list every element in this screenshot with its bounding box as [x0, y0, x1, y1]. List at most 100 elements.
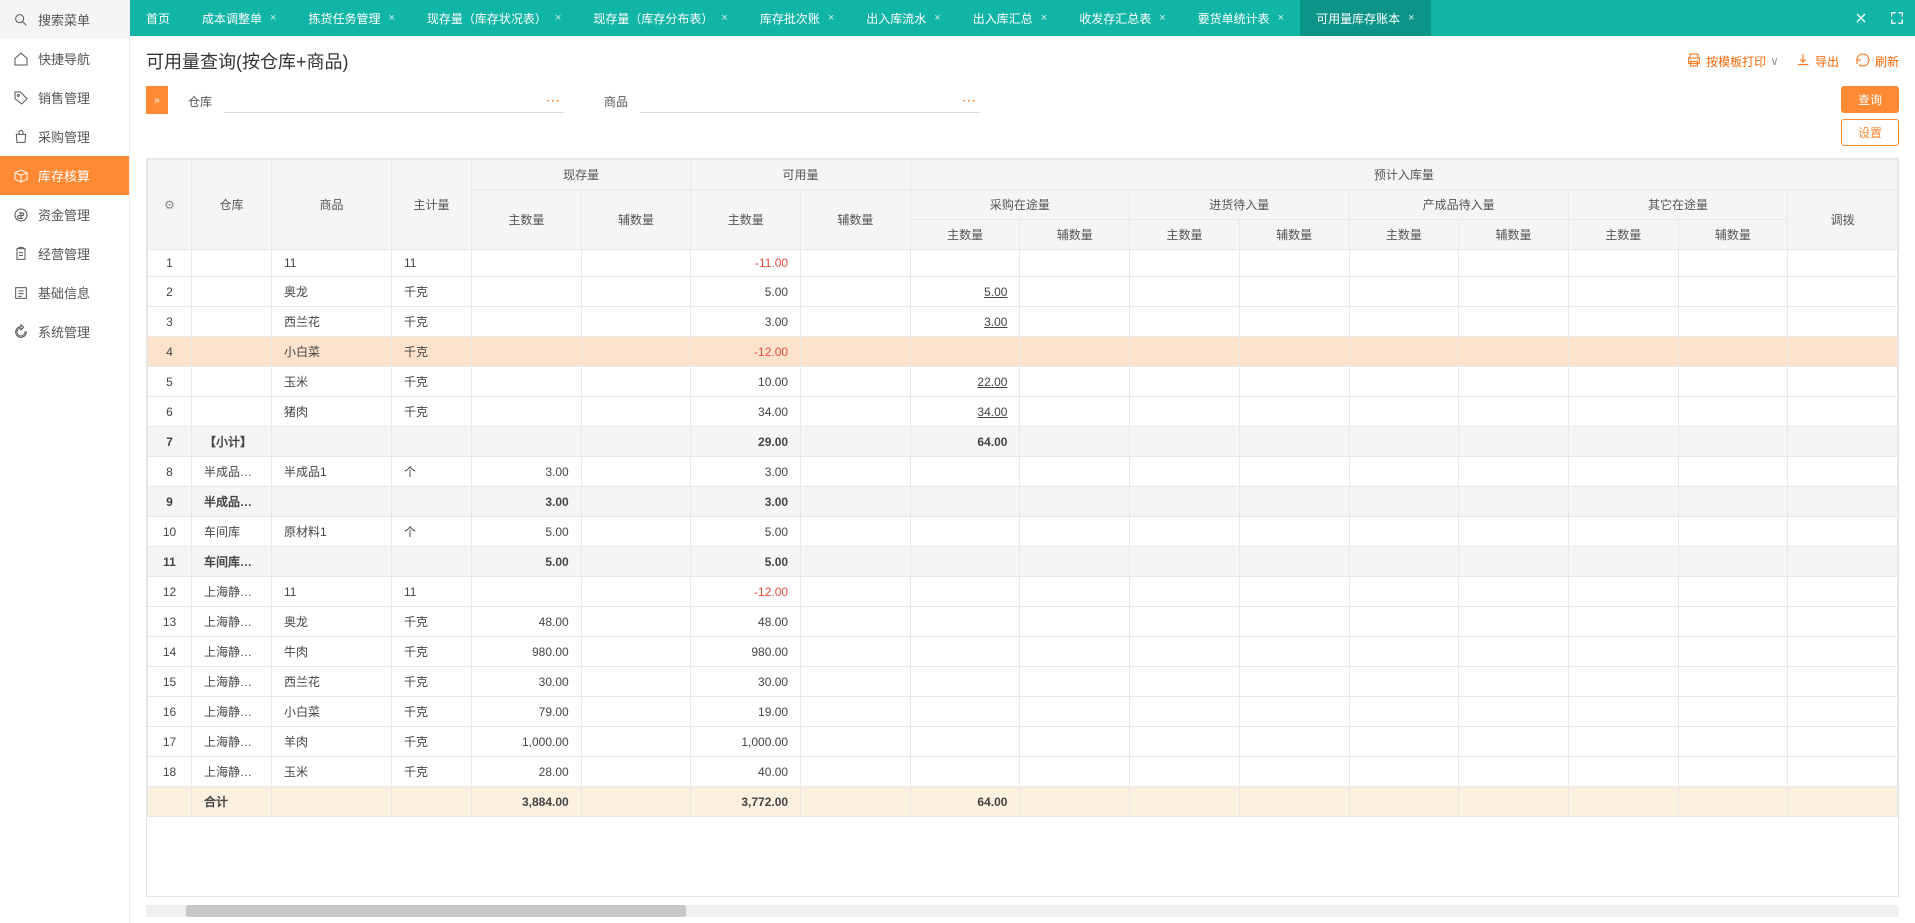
warehouse-filter-label: 仓库: [188, 93, 212, 110]
close-icon[interactable]: ×: [270, 12, 276, 24]
table-row[interactable]: 17 上海静安仓 羊肉 千克 1,000.00 1,000.00: [148, 727, 1898, 757]
warehouse-filter-input[interactable]: [224, 90, 564, 113]
tab-close-all-icon[interactable]: [1843, 0, 1879, 36]
close-icon[interactable]: ×: [1278, 12, 1284, 24]
print-button[interactable]: 按模板打印 ∨: [1686, 52, 1779, 71]
sidebar-item[interactable]: 基础信息: [0, 273, 129, 312]
col-available-group: 可用量: [691, 160, 910, 190]
refresh-icon: [1855, 52, 1871, 71]
tab-label: 成本调整单: [202, 10, 262, 27]
table-row[interactable]: 9 半成品仓库... 3.00 3.00: [148, 487, 1898, 517]
sidebar-item-label: 销售管理: [38, 88, 90, 107]
tab[interactable]: 库存批次账×: [744, 0, 850, 36]
tab[interactable]: 收发存汇总表 ×: [1063, 0, 1181, 36]
clipboard-icon: [12, 245, 30, 263]
tab-label: 拣货任务管理: [308, 10, 380, 27]
refresh-button[interactable]: 刷新: [1855, 52, 1899, 71]
tab[interactable]: 现存量（库存状况表）×: [411, 0, 577, 36]
data-table: ⚙ 仓库 商品 主计量 现存量 可用量 预计入库量 主数量 辅数量 主数量 辅数…: [146, 158, 1899, 897]
table-row[interactable]: 10 车间库 原材料1 个 5.00 5.00: [148, 517, 1898, 547]
table-row[interactable]: 1 11 11 -11.00: [148, 250, 1898, 277]
table-row[interactable]: 13 上海静安仓 奥龙 千克 48.00 48.00: [148, 607, 1898, 637]
chevron-down-icon: ∨: [1770, 54, 1779, 68]
tab[interactable]: 可用量库存账本 ×: [1300, 0, 1430, 36]
table-row[interactable]: 6 猪肉 千克 34.00 34.00: [148, 397, 1898, 427]
table-row[interactable]: 3 西兰花 千克 3.00 3.00: [148, 307, 1898, 337]
tab-label: 出入库汇总: [973, 10, 1033, 27]
tab-label: 收发存汇总表: [1079, 10, 1151, 27]
tab[interactable]: 首页: [130, 0, 186, 36]
col-product: 商品: [272, 160, 392, 250]
tab[interactable]: 拣货任务管理 ×: [292, 0, 410, 36]
tab[interactable]: 现存量（库存分布表）×: [577, 0, 743, 36]
horizontal-scrollbar[interactable]: [146, 905, 1899, 917]
print-icon: [1686, 52, 1702, 71]
sidebar-item[interactable]: 采购管理: [0, 117, 129, 156]
sidebar-item-label: 基础信息: [38, 283, 90, 302]
table-row[interactable]: 4 小白菜 千克 -12.00: [148, 337, 1898, 367]
col-warehouse: 仓库: [192, 160, 272, 250]
box-icon: [12, 167, 30, 185]
fullscreen-icon[interactable]: [1879, 0, 1915, 36]
product-filter-label: 商品: [604, 93, 628, 110]
product-filter-input[interactable]: [640, 90, 980, 113]
sidebar-item-label: 采购管理: [38, 127, 90, 146]
page-header: 可用量查询(按仓库+商品) 按模板打印 ∨ 导出 刷新: [130, 36, 1915, 86]
table-row[interactable]: 2 奥龙 千克 5.00 5.00: [148, 277, 1898, 307]
close-icon[interactable]: ×: [1159, 12, 1165, 24]
table-row[interactable]: 16 上海静安仓 小白菜 千克 79.00 19.00: [148, 697, 1898, 727]
table-row[interactable]: 14 上海静安仓 牛肉 千克 980.00 980.00: [148, 637, 1898, 667]
table-row[interactable]: 5 玉米 千克 10.00 22.00: [148, 367, 1898, 397]
filter-collapse-toggle[interactable]: »: [146, 86, 168, 114]
close-icon[interactable]: ×: [934, 12, 940, 24]
loop-icon: [12, 323, 30, 341]
sidebar-item[interactable]: 资金管理: [0, 195, 129, 234]
tab[interactable]: 成本调整单 ×: [186, 0, 292, 36]
home-icon: [12, 50, 30, 68]
sidebar-item-label: 库存核算: [38, 166, 90, 185]
close-icon[interactable]: ×: [388, 12, 394, 24]
close-icon[interactable]: ×: [555, 12, 561, 24]
tab-bar: 首页成本调整单×拣货任务管理×现存量（库存状况表）×现存量（库存分布表）×库存批…: [130, 0, 1915, 36]
close-icon[interactable]: ×: [721, 12, 727, 24]
tab-label: 要货单统计表: [1198, 10, 1270, 27]
sidebar-item-label: 资金管理: [38, 205, 90, 224]
col-stock-group: 现存量: [472, 160, 691, 190]
table-row[interactable]: 12 上海静安仓 11 11 -12.00: [148, 577, 1898, 607]
warehouse-more-icon[interactable]: ⋯: [546, 92, 560, 109]
sidebar-item-label: 快捷导航: [38, 49, 90, 68]
sidebar-item-label: 搜索菜单: [38, 10, 90, 29]
sidebar-item[interactable]: 销售管理: [0, 78, 129, 117]
info-icon: [12, 284, 30, 302]
tab[interactable]: 出入库流水 ×: [850, 0, 956, 36]
sidebar-item[interactable]: 系统管理: [0, 312, 129, 351]
query-button[interactable]: 查询: [1841, 86, 1899, 113]
page-title: 可用量查询(按仓库+商品): [146, 48, 1686, 74]
table-row[interactable]: 8 半成品仓库 半成品1 个 3.00 3.00: [148, 457, 1898, 487]
tab-label: 可用量库存账本: [1316, 10, 1400, 27]
tag-icon: [12, 89, 30, 107]
filter-bar: » 仓库 ⋯ 商品 ⋯ 查询: [146, 86, 1899, 146]
table-row[interactable]: 7 【小计】 29.00 64.00: [148, 427, 1898, 457]
search-icon: [12, 11, 30, 29]
close-icon[interactable]: ×: [1041, 12, 1047, 24]
sidebar-item[interactable]: 经营管理: [0, 234, 129, 273]
tab-label: 出入库流水: [866, 10, 926, 27]
sidebar-item-label: 经营管理: [38, 244, 90, 263]
total-row: 合计3,884.003,772.0064.00: [148, 787, 1898, 817]
close-icon[interactable]: ×: [828, 12, 834, 24]
tab[interactable]: 出入库汇总 ×: [957, 0, 1063, 36]
table-row[interactable]: 11 车间库【小... 5.00 5.00: [148, 547, 1898, 577]
sidebar-item[interactable]: 快捷导航: [0, 39, 129, 78]
table-row[interactable]: 18 上海静安仓 玉米 千克 28.00 40.00: [148, 757, 1898, 787]
product-more-icon[interactable]: ⋯: [962, 92, 976, 109]
tab[interactable]: 要货单统计表 ×: [1182, 0, 1300, 36]
gear-icon[interactable]: ⚙: [164, 198, 175, 212]
export-button[interactable]: 导出: [1795, 52, 1839, 71]
sidebar-item[interactable]: 搜索菜单: [0, 0, 129, 39]
sidebar-item[interactable]: 库存核算: [0, 156, 129, 195]
settings-button[interactable]: 设置: [1841, 119, 1899, 146]
tab-label: 首页: [146, 10, 170, 27]
table-row[interactable]: 15 上海静安仓 西兰花 千克 30.00 30.00: [148, 667, 1898, 697]
close-icon[interactable]: ×: [1408, 12, 1414, 24]
